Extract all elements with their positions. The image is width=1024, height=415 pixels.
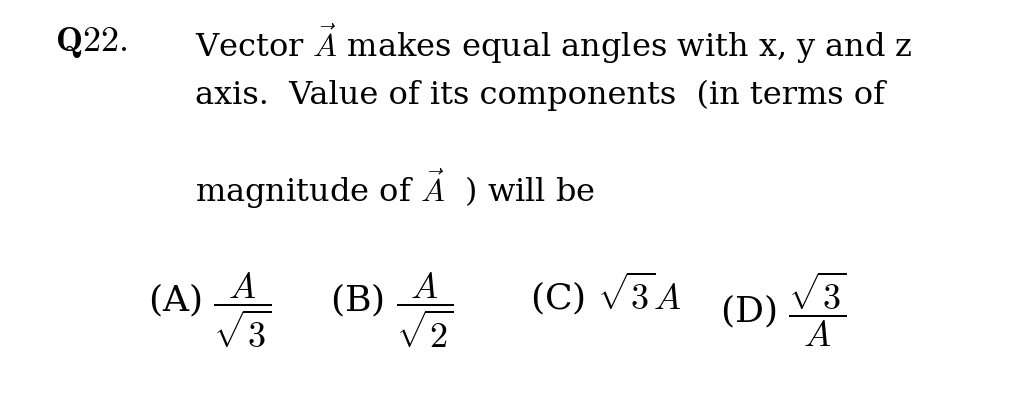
Text: (D) $\dfrac{\sqrt{3}}{A}$: (D) $\dfrac{\sqrt{3}}{A}$ <box>720 270 847 349</box>
Text: (B) $\dfrac{A}{\sqrt{2}}$: (B) $\dfrac{A}{\sqrt{2}}$ <box>330 270 454 349</box>
Text: Vector $\vec{A}$ makes equal angles with x, y and z: Vector $\vec{A}$ makes equal angles with… <box>195 22 912 66</box>
Text: axis.  Value of its components  (in terms of: axis. Value of its components (in terms … <box>195 80 885 111</box>
Text: (C) $\sqrt{3}A$: (C) $\sqrt{3}A$ <box>530 270 682 317</box>
Text: magnitude of $\vec{A}$  ) will be: magnitude of $\vec{A}$ ) will be <box>195 167 595 212</box>
Text: $\mathbf{Q22.}$: $\mathbf{Q22.}$ <box>55 25 127 60</box>
Text: (A) $\dfrac{A}{\sqrt{3}}$: (A) $\dfrac{A}{\sqrt{3}}$ <box>148 270 272 349</box>
